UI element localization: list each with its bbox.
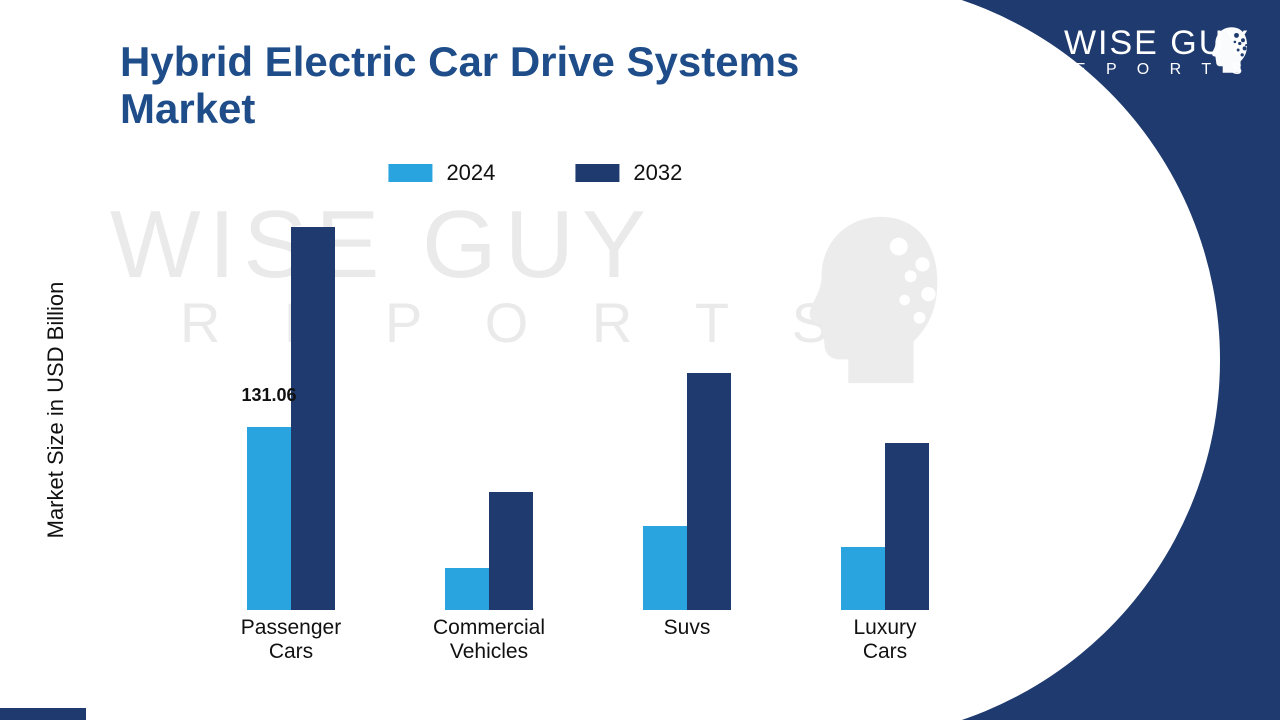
legend-item-2024: 2024 (388, 160, 495, 186)
brand-logo: WISE GUY R E P O R T S (1043, 24, 1250, 79)
category-label: Suvs (602, 616, 772, 640)
bar (687, 373, 731, 610)
category-label: LuxuryCars (800, 616, 970, 664)
legend-swatch-2024 (388, 164, 432, 182)
x-axis-labels: PassengerCarsCommercialVehiclesSuvsLuxur… (156, 610, 956, 670)
bottom-accent-bar (0, 708, 86, 720)
plot-area: 131.06 (156, 206, 956, 610)
chart-title: Hybrid Electric Car Drive Systems Market (120, 38, 900, 132)
bar-group (602, 373, 772, 610)
bar-group (404, 492, 574, 610)
bar-group (206, 227, 376, 610)
y-axis-label: Market Size in USD Billion (43, 282, 69, 539)
bar-data-label: 131.06 (241, 385, 296, 406)
bar (291, 227, 335, 610)
legend: 2024 2032 (388, 160, 682, 186)
bar (247, 427, 291, 610)
bar (885, 443, 929, 610)
legend-item-2032: 2032 (575, 160, 682, 186)
category-label: PassengerCars (206, 616, 376, 664)
bar (841, 547, 885, 610)
head-silhouette-icon (1204, 24, 1256, 76)
right-color-panel (960, 0, 1280, 720)
legend-label-2024: 2024 (446, 160, 495, 186)
bar (489, 492, 533, 610)
legend-swatch-2032 (575, 164, 619, 182)
category-label: CommercialVehicles (404, 616, 574, 664)
chart: Market Size in USD Billion 2024 2032 131… (56, 150, 956, 670)
bar-group (800, 443, 970, 610)
legend-label-2032: 2032 (633, 160, 682, 186)
page-root: WISE GUY R E P O R T S Hybrid Electric C… (0, 0, 1280, 720)
bar (643, 526, 687, 610)
bar (445, 568, 489, 610)
